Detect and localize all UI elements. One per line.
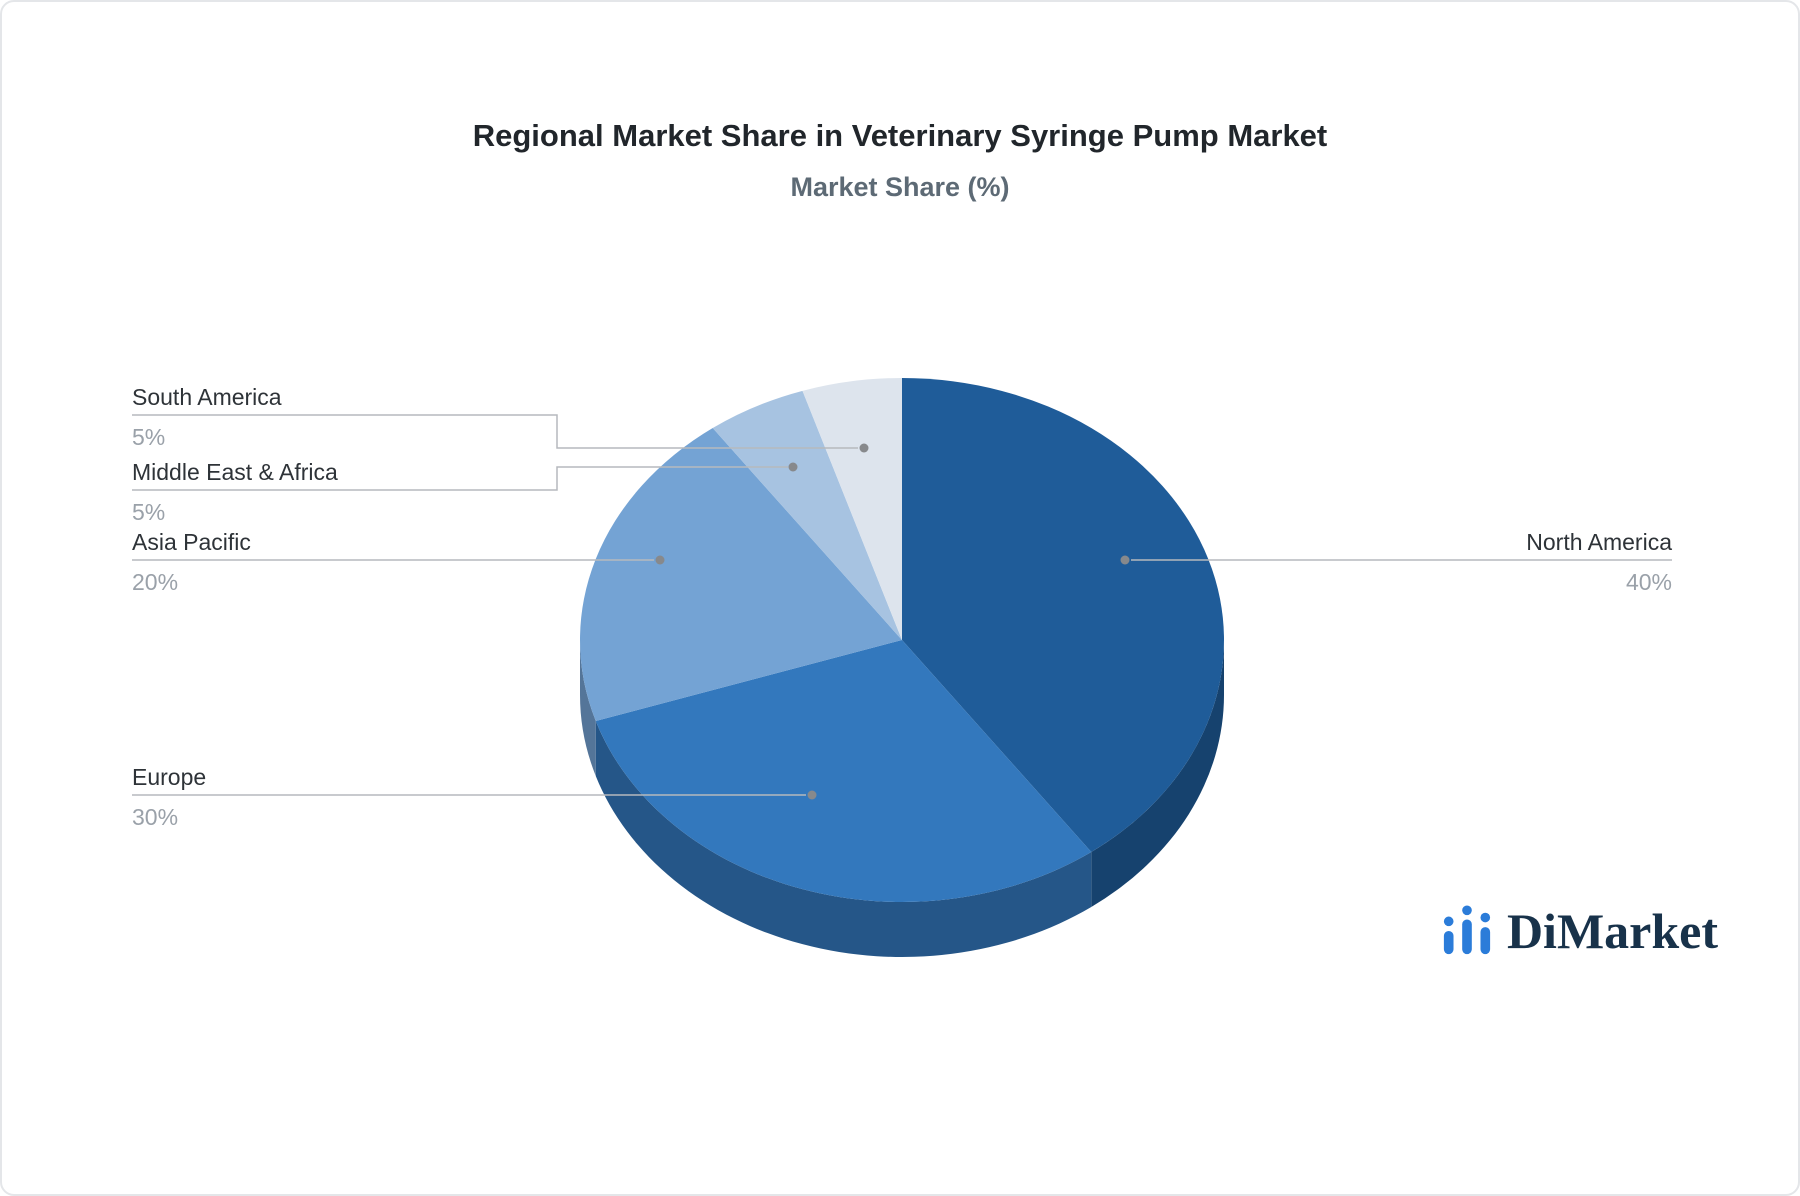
logo-text: DiMarket <box>1506 903 1718 959</box>
dimarket-logo: DiMarket <box>1441 903 1718 959</box>
chart-subtitle: Market Share (%) <box>790 172 1010 202</box>
slice-value: 30% <box>132 804 179 830</box>
slice-value: 5% <box>132 499 166 525</box>
slice-value: 40% <box>1625 569 1672 595</box>
callout-dot-asia-pacific <box>655 555 665 565</box>
callout-dot-north-america <box>1120 555 1130 565</box>
slice-value: 20% <box>132 569 179 595</box>
label-europe: Europe 30% <box>132 762 206 832</box>
pie-slice-side-asia-pacific <box>580 640 596 776</box>
pie-slice-asia-pacific[interactable] <box>579 428 902 721</box>
label-north-america: North America 40% <box>1172 527 1672 597</box>
label-middle-east-africa: Middle East & Africa 5% <box>132 457 338 527</box>
callout-dot-europe <box>807 790 817 800</box>
pie-slice-middle-east-africa[interactable] <box>712 390 902 640</box>
slice-label: Middle East & Africa <box>132 459 338 485</box>
callout-line-middle-east-africa <box>132 466 788 491</box>
callout-dot-south-america <box>859 443 869 453</box>
pie-slice-south-america[interactable] <box>802 378 902 640</box>
chart-title: Regional Market Share in Veterinary Syri… <box>472 118 1328 153</box>
pie-slice-europe[interactable] <box>595 640 1092 902</box>
callout-dot-middle-east-africa <box>788 462 798 472</box>
label-asia-pacific: Asia Pacific 20% <box>132 527 251 597</box>
bar-chart-icon <box>1443 905 1491 955</box>
slice-label: Asia Pacific <box>132 529 251 555</box>
slice-value: 5% <box>132 424 166 450</box>
callout-line-south-america <box>132 414 858 449</box>
pie-slice-north-america[interactable] <box>902 378 1224 852</box>
slice-label: Europe <box>132 764 207 790</box>
pie-slice-side-north-america <box>1091 640 1224 907</box>
slice-label: South America <box>132 384 282 410</box>
pie-slice-side-europe <box>595 720 1092 958</box>
label-south-america: South America 5% <box>132 382 282 452</box>
slice-label: North America <box>1526 529 1672 555</box>
